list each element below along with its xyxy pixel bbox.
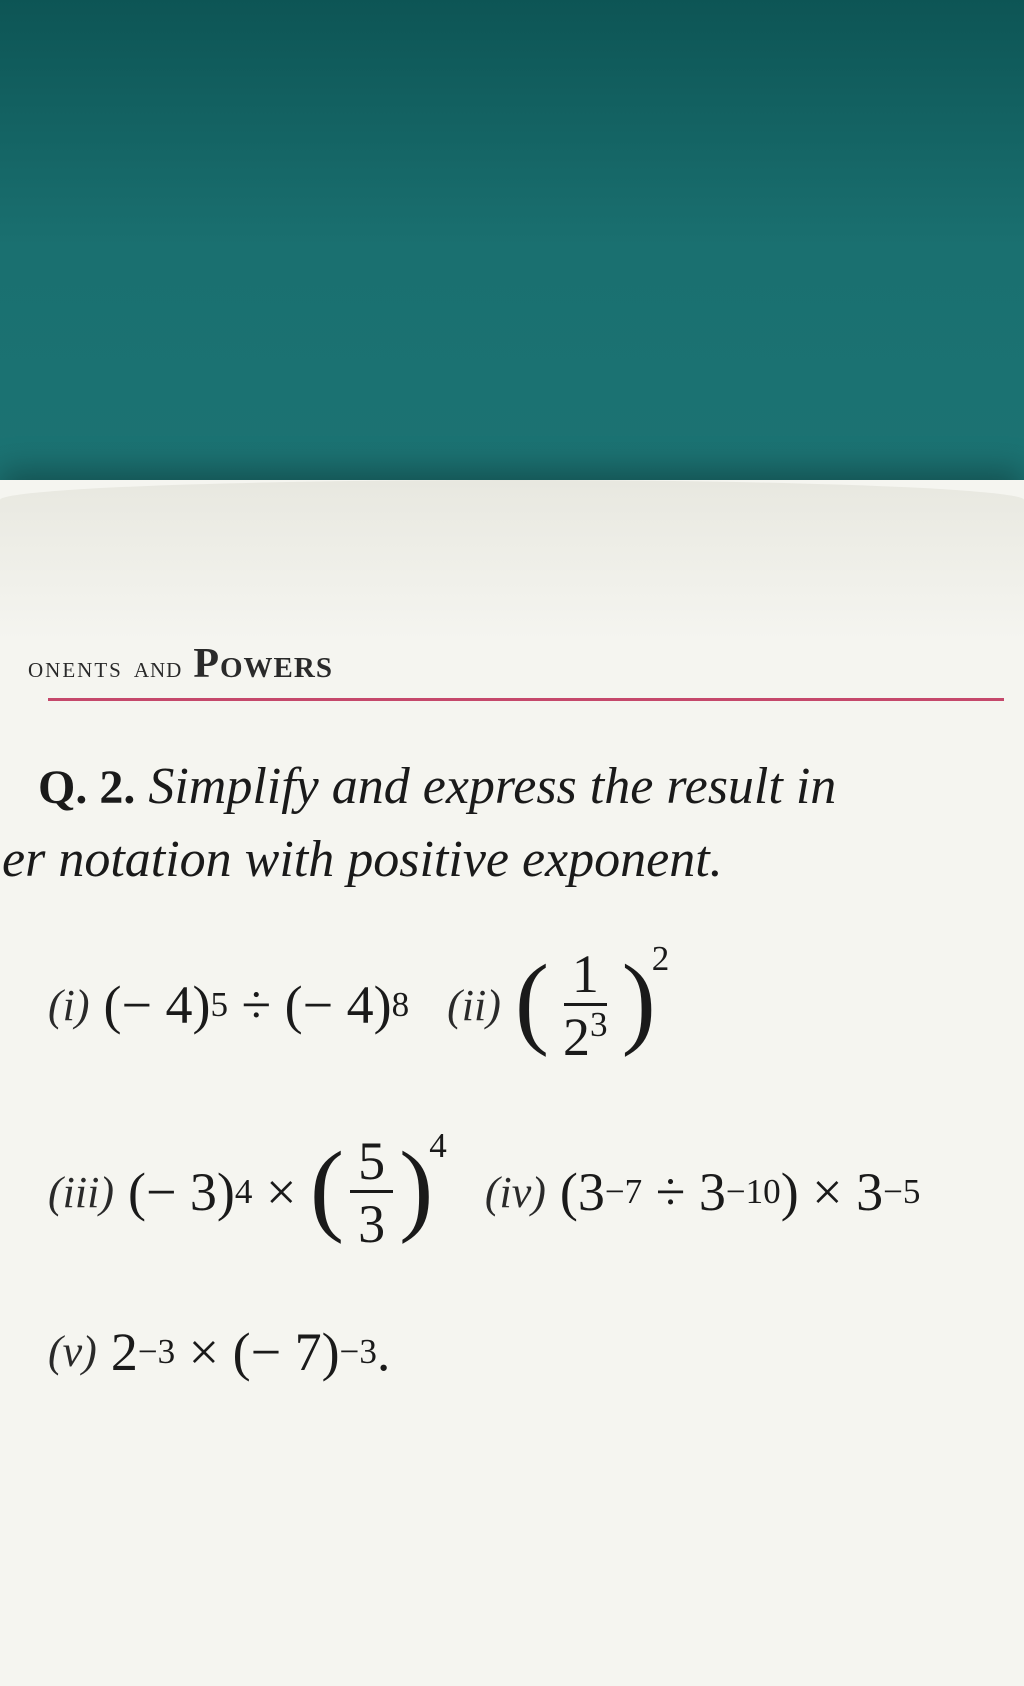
- option-row-1: (i) (− 4)5 ÷ (− 4)8 (ii) ( 1 23 )2: [48, 947, 1004, 1064]
- option-iii-outer-exp: 4: [429, 1126, 447, 1166]
- options-list: (i) (− 4)5 ÷ (− 4)8 (ii) ( 1 23 )2: [48, 947, 1004, 1383]
- question-statement: Q. 2. Simplify and express the result in…: [48, 751, 1004, 897]
- option-row-3: (v) 2−3 × (− 7)−3.: [48, 1321, 1004, 1383]
- option-iii-label: (iii): [48, 1167, 114, 1218]
- option-iii-expression: (− 3)4 × ( 5 3 )4: [128, 1134, 447, 1251]
- option-iv: (iv) (3−7 ÷ 3−10) × 3−5: [485, 1161, 921, 1223]
- option-ii: (ii) ( 1 23 )2: [447, 947, 669, 1064]
- option-row-2: (iii) (− 3)4 × ( 5 3 )4 (iv) (3−7 ÷ 3−10…: [48, 1134, 1004, 1251]
- option-ii-outer-exp: 2: [652, 939, 670, 979]
- option-ii-numerator: 1: [564, 947, 607, 1006]
- option-iii-denominator: 3: [350, 1193, 393, 1251]
- option-i-label: (i): [48, 980, 90, 1031]
- option-iv-label: (iv): [485, 1167, 546, 1218]
- option-v-expression: 2−3 × (− 7)−3.: [111, 1321, 391, 1383]
- chapter-heading: onents and Powers: [28, 640, 1004, 688]
- option-iv-expression: (3−7 ÷ 3−10) × 3−5: [560, 1161, 921, 1223]
- option-i: (i) (− 4)5 ÷ (− 4)8: [48, 974, 409, 1036]
- chapter-connector: and: [134, 651, 183, 684]
- option-v: (v) 2−3 × (− 7)−3.: [48, 1321, 390, 1383]
- chapter-prefix: onents: [28, 651, 123, 684]
- chapter-title: Powers: [193, 641, 333, 687]
- option-iii-numerator: 5: [350, 1134, 393, 1193]
- option-iii: (iii) (− 3)4 × ( 5 3 )4: [48, 1134, 447, 1251]
- option-v-label: (v): [48, 1326, 97, 1377]
- question-number: Q. 2.: [38, 761, 135, 814]
- option-i-expression: (− 4)5 ÷ (− 4)8: [104, 974, 410, 1036]
- option-ii-expression: ( 1 23 )2: [515, 947, 669, 1064]
- question-line1: Simplify and express the result in: [148, 758, 836, 815]
- option-ii-denominator: 23: [555, 1006, 616, 1064]
- textbook-page: onents and Powers Q. 2. Simplify and exp…: [0, 480, 1024, 1686]
- question-line2: er notation with positive exponent.: [2, 824, 994, 897]
- option-ii-label: (ii): [447, 980, 501, 1031]
- heading-divider: [48, 698, 1004, 701]
- page-curl-shadow: [0, 480, 1024, 640]
- page-content: onents and Powers Q. 2. Simplify and exp…: [0, 640, 1024, 1453]
